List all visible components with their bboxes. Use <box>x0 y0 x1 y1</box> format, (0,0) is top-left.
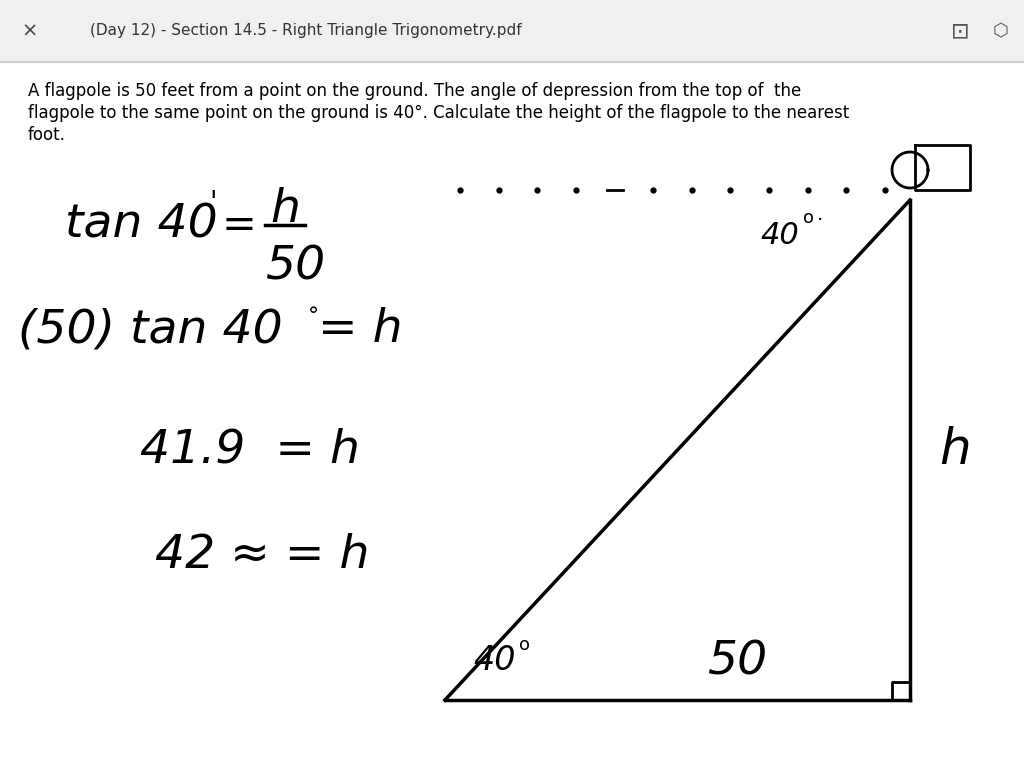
Text: flagpole to the same point on the ground is 40°. Calculate the height of the fla: flagpole to the same point on the ground… <box>28 104 849 122</box>
Text: (Day 12) - Section 14.5 - Right Triangle Trigonometry.pdf: (Day 12) - Section 14.5 - Right Triangle… <box>90 24 521 38</box>
Text: ': ' <box>209 189 217 217</box>
Text: o: o <box>519 636 530 654</box>
Text: h: h <box>939 426 971 474</box>
Text: °: ° <box>308 306 319 326</box>
Text: 40: 40 <box>761 220 800 250</box>
Text: o: o <box>803 209 813 227</box>
Bar <box>0 0 1024 62</box>
Text: 42 ≈ = h: 42 ≈ = h <box>155 532 370 578</box>
Text: = h: = h <box>318 307 402 353</box>
Text: foot.: foot. <box>28 126 66 144</box>
Text: ⬡: ⬡ <box>992 22 1008 40</box>
Text: tan 40: tan 40 <box>65 203 218 247</box>
Text: 50: 50 <box>265 245 326 290</box>
Text: ⊡: ⊡ <box>950 21 970 41</box>
Text: (50) tan 40: (50) tan 40 <box>18 307 283 353</box>
Text: =: = <box>222 204 257 246</box>
Text: 40: 40 <box>474 644 516 677</box>
Text: h: h <box>270 187 300 233</box>
Text: ×: × <box>22 22 38 41</box>
Text: .: . <box>817 206 823 224</box>
Text: 41.9  = h: 41.9 = h <box>140 428 360 472</box>
Text: A flagpole is 50 feet from a point on the ground. The angle of depression from t: A flagpole is 50 feet from a point on th… <box>28 82 801 100</box>
Text: 50: 50 <box>708 640 768 684</box>
